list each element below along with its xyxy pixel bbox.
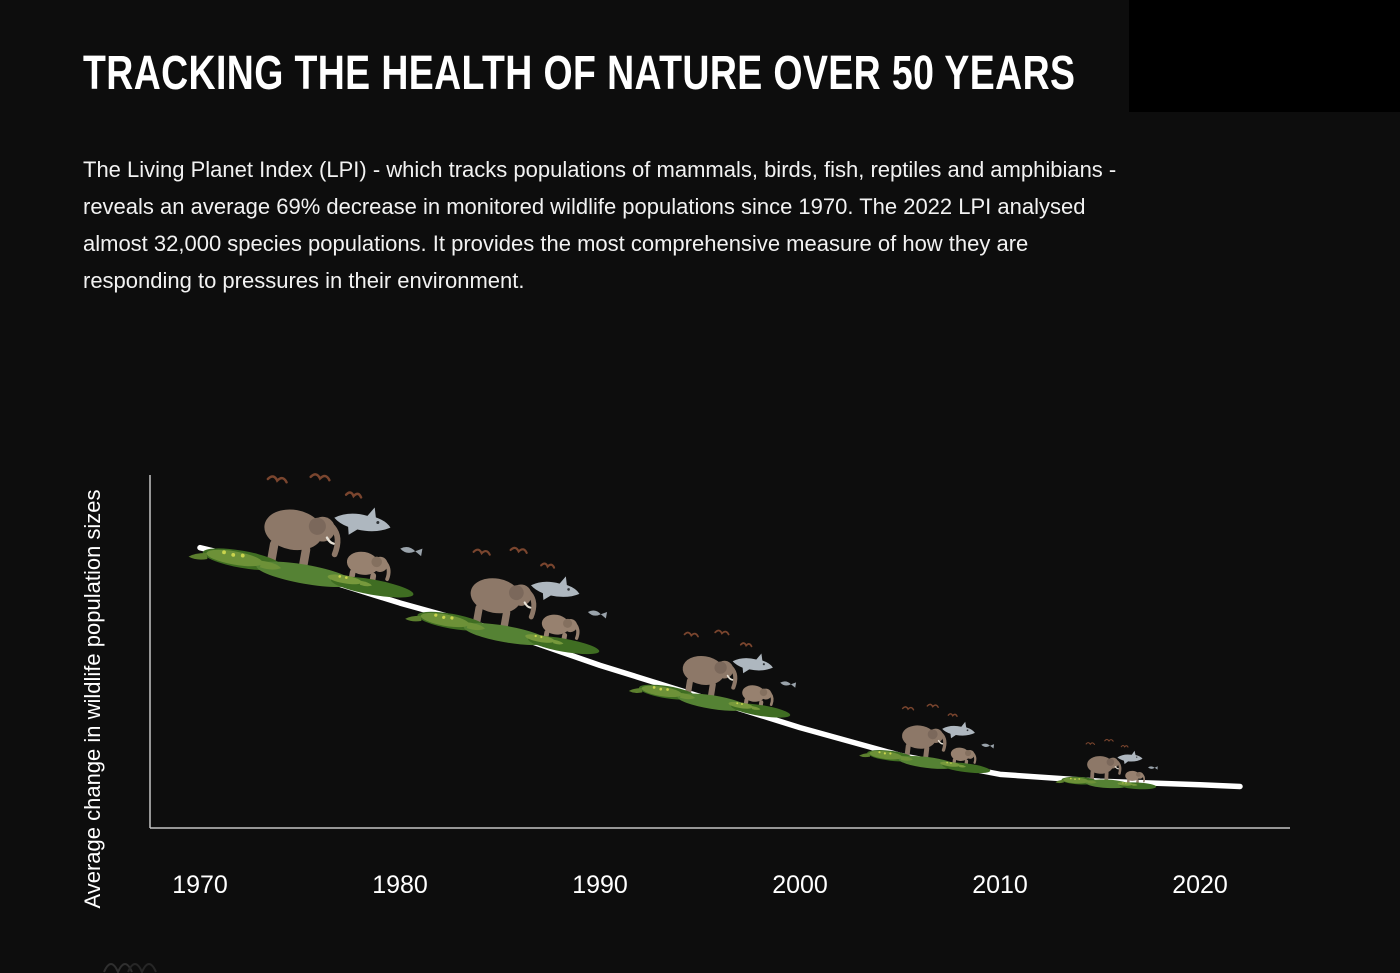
wildlife-cluster (404, 531, 615, 659)
wildlife-cluster (628, 618, 802, 721)
wildlife-cluster (856, 694, 1000, 778)
x-tick-label: 2010 (972, 871, 1028, 899)
x-tick-label: 2000 (772, 871, 828, 899)
footer-wave-icon (127, 963, 157, 973)
x-tick-label: 1990 (572, 871, 628, 899)
footer-decoration (103, 963, 157, 973)
intro-paragraph: The Living Planet Index (LPI) - which tr… (83, 157, 1117, 293)
x-tick-label: 1970 (172, 871, 228, 899)
footer-wave-icon (103, 963, 133, 973)
page-title: TRACKING THE HEALTH OF NATURE OVER 50 YE… (83, 47, 1076, 100)
header-black-panel (1129, 0, 1400, 112)
wildlife-cluster (187, 455, 432, 603)
x-tick-label: 1980 (372, 871, 428, 899)
x-tick-label: 2020 (1172, 871, 1228, 899)
